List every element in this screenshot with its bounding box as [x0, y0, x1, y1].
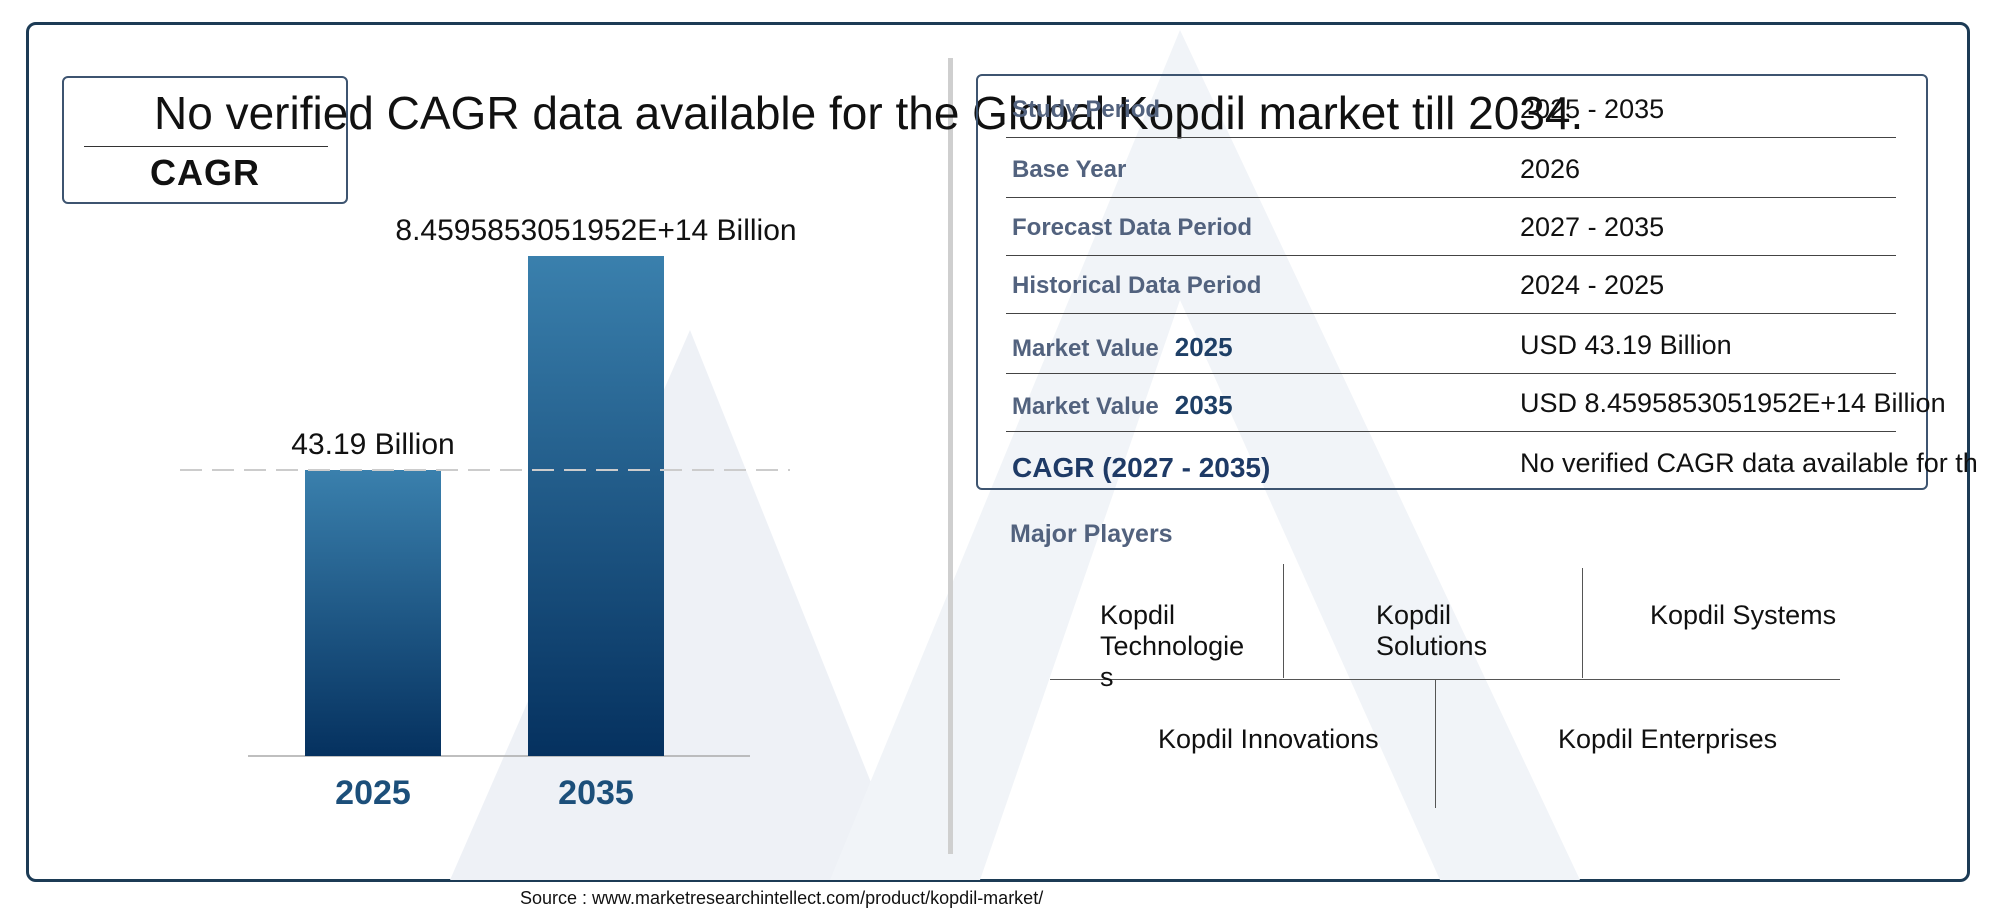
- table-row-key: CAGR (2027 - 2035): [1012, 452, 1270, 484]
- table-row-key-year: 2035: [1174, 390, 1233, 420]
- source-citation: Source : www.marketresearchintellect.com…: [520, 888, 1044, 908]
- table-row: Market Value 2035 USD 8.4595853051952E+14 …: [1006, 374, 1946, 432]
- bar-2035: [528, 256, 664, 756]
- table-row-key-text: Historical Data Period: [1012, 272, 1262, 299]
- table-row-key-text: Market Value: [1012, 393, 1159, 420]
- market-size-chart: 43.19 Billion 2025 8.4595853051952E+14 Bil…: [180, 214, 797, 812]
- cagr-box-rule: [84, 146, 328, 147]
- table-row-separator: [1006, 255, 1896, 256]
- player-kopdil-innovations: Kopdil Innovations: [1158, 724, 1379, 754]
- table-row-key-year: 2025: [1174, 332, 1233, 362]
- player-kopdil-systems: Kopdil Systems: [1650, 600, 1837, 630]
- players-horizontal-rule: [1050, 679, 1840, 680]
- table-row-key-text: Base Year: [1012, 156, 1127, 183]
- table-row-value: No verified CAGR data available for th: [1520, 448, 1978, 478]
- table-row-key: Base Year: [1012, 156, 1126, 184]
- table-row-value: 2026: [1520, 154, 1581, 184]
- cagr-box: [62, 76, 348, 204]
- table-row-separator: [1006, 431, 1896, 432]
- table-row-key-text: Forecast Data Period: [1012, 214, 1253, 241]
- table-row-key: Study Period: [1012, 96, 1160, 124]
- table-row-value: 2027 - 2035: [1520, 212, 1665, 242]
- table-row-key: Forecast Data Period: [1012, 214, 1252, 242]
- cagr-label: CAGR: [150, 152, 260, 193]
- panel-divider: [948, 58, 953, 854]
- headline: No verified CAGR data available for the …: [154, 87, 1584, 139]
- table-row-separator: [1006, 373, 1896, 374]
- table-row-key: Market Value 2035: [1012, 390, 1233, 421]
- table-row: CAGR (2027 - 2035) No verified CAGR data …: [1006, 434, 1978, 492]
- table-row-key-text: Study Period: [1012, 96, 1161, 123]
- table-row: Forecast Data Period 2027 - 2035: [1006, 198, 1896, 256]
- player-kopdil-technologies: Kopdil Technologie s: [1100, 600, 1245, 692]
- table-row-key-text: Market Value: [1012, 335, 1159, 362]
- table-row-value: USD 43.19 Billion: [1520, 330, 1732, 360]
- major-players-title: Major Players: [1010, 520, 1173, 548]
- table-row-separator: [1006, 313, 1896, 314]
- table-row-key-text: CAGR (2027 - 2035): [1012, 452, 1271, 483]
- table-row: Study Period 2025 - 2035: [1006, 80, 1896, 138]
- player-kopdil-solutions: Kopdil Solutions: [1376, 600, 1488, 661]
- table-row-key: Market Value 2025: [1012, 332, 1233, 363]
- table-row: Historical Data Period 2024 - 2025: [1006, 256, 1896, 314]
- table-row-separator: [1006, 137, 1896, 138]
- table-row-separator: [1006, 197, 1896, 198]
- market-summary-box: [976, 74, 1928, 490]
- bar-value-label: 43.19 Billion: [291, 428, 454, 461]
- player-kopdil-enterprises: Kopdil Enterprises: [1558, 724, 1778, 754]
- table-row: Base Year 2026: [1006, 140, 1896, 198]
- bar-2025: [305, 470, 441, 756]
- table-row-value: 2025 - 2035: [1520, 94, 1665, 124]
- table-row-value: USD 8.4595853051952E+14 Billion: [1520, 388, 1946, 418]
- players-vertical-rule-3: [1435, 680, 1436, 808]
- category-label: 2025: [335, 774, 411, 812]
- category-label: 2035: [558, 774, 634, 812]
- bar-value-label: 8.4595853051952E+14 Billion: [395, 214, 796, 247]
- players-vertical-rule-1: [1283, 564, 1284, 678]
- table-row-key: Historical Data Period: [1012, 272, 1261, 300]
- table-row-value: 2024 - 2025: [1520, 270, 1665, 300]
- table-row: Market Value 2025 USD 43.19 Billion: [1006, 316, 1896, 374]
- players-vertical-rule-2: [1582, 568, 1583, 678]
